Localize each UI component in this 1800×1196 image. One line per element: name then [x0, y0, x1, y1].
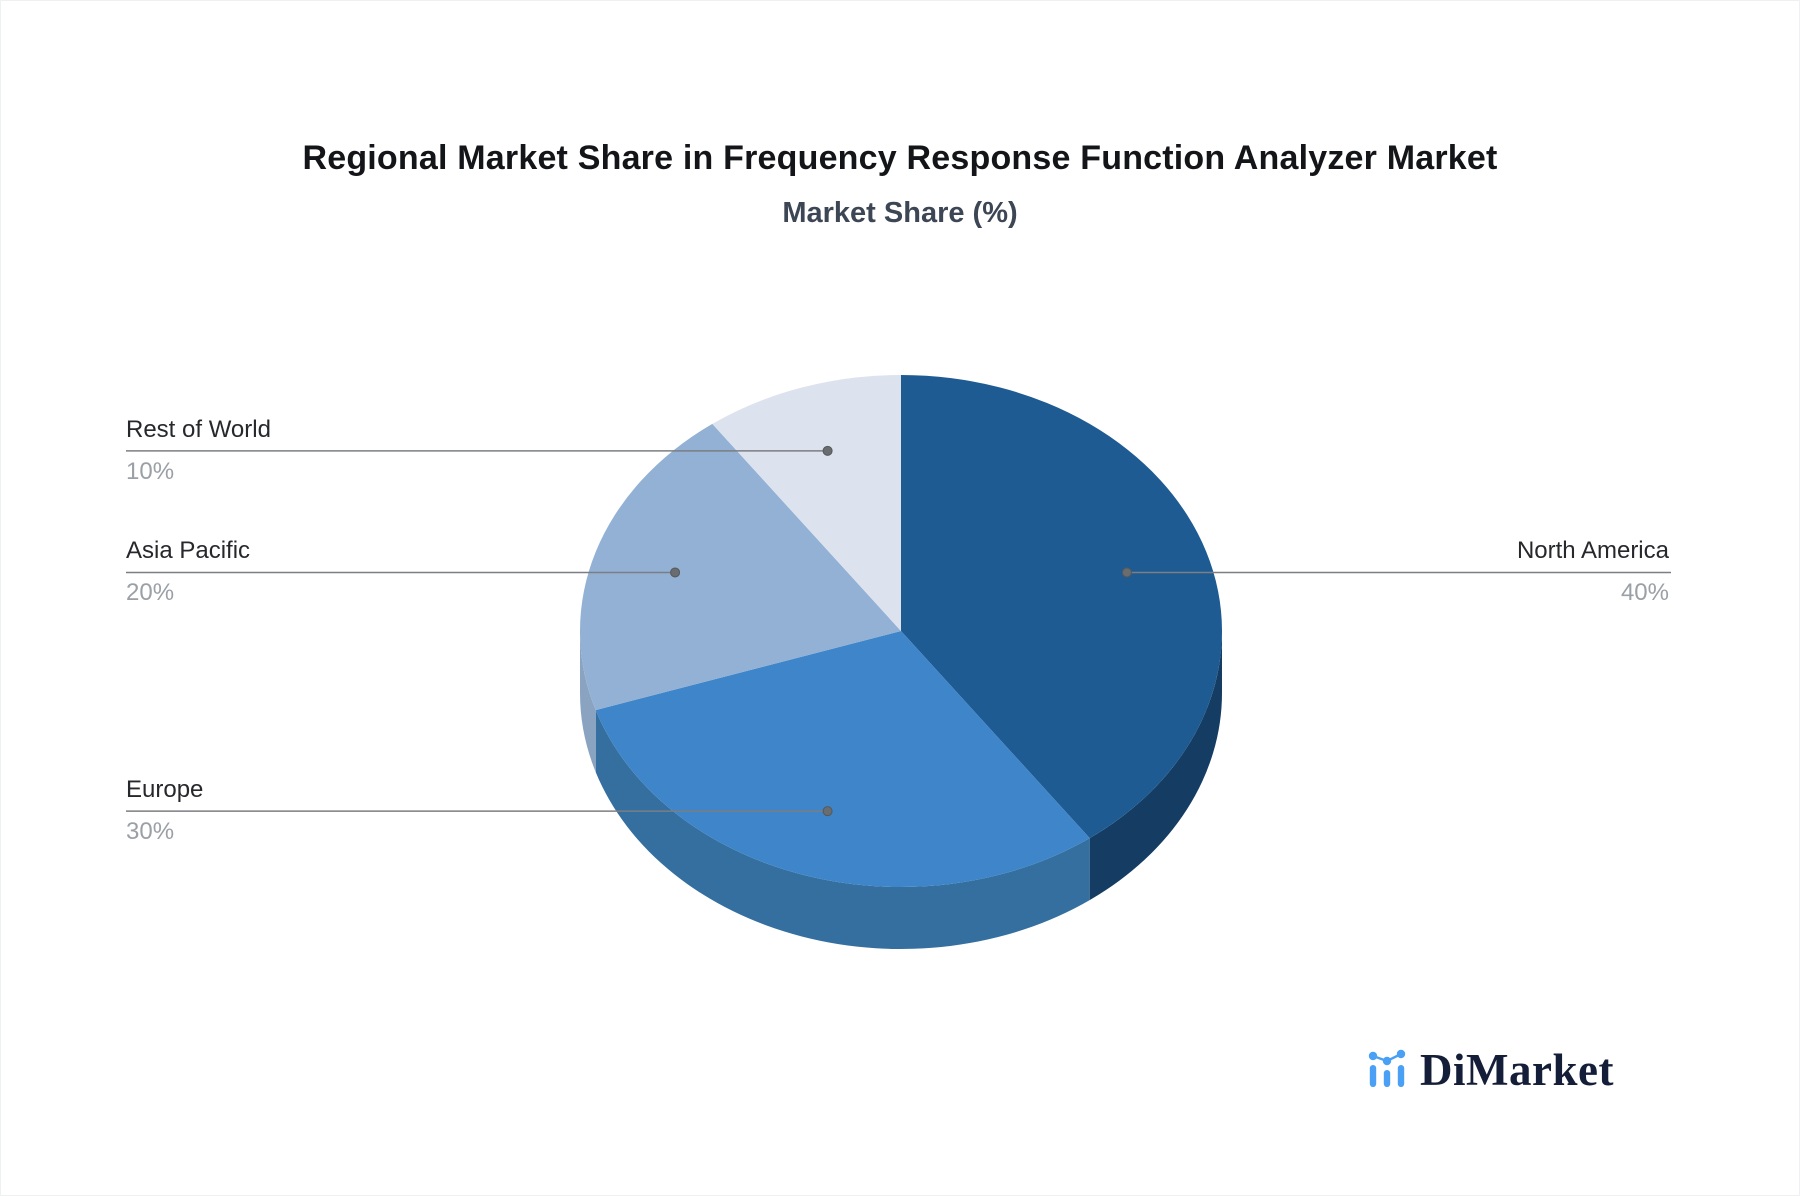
pie-slice-rest-of-world[interactable]: [712, 375, 901, 631]
callout-label: Rest of World: [126, 415, 271, 443]
logo-bar-chart-icon: [1368, 1049, 1406, 1087]
leader-dot-europe: [822, 806, 833, 817]
callout-value: 40%: [1620, 579, 1669, 607]
chart-title: Regional Market Share in Frequency Respo…: [302, 139, 1498, 177]
callout-label: North America: [1516, 537, 1669, 565]
callout-value: 10%: [126, 457, 175, 485]
pie-callout-north-america: North America 40%: [1517, 536, 1669, 607]
brand-logo-text: DiMarket: [1420, 1045, 1614, 1095]
callout-label: Asia Pacific: [126, 537, 251, 565]
leader-dot-north-america: [1121, 567, 1132, 578]
brand-logo: DiMarket: [1367, 1041, 1614, 1099]
pie-slice-north-america[interactable]: [901, 375, 1223, 839]
pie-slice-asia-pacific[interactable]: [579, 423, 901, 711]
callout-value: 20%: [126, 579, 175, 607]
pie-callout-europe: Europe 30%: [126, 775, 203, 846]
pie-callout-rest-of-world: Rest of World 10%: [126, 415, 271, 486]
pie-slice-europe[interactable]: [595, 631, 1090, 888]
chart-subtitle: Market Share (%): [782, 197, 1018, 229]
pie-callout-asia-pacific: Asia Pacific 20%: [126, 536, 250, 607]
leader-dot-rest-of-world: [822, 445, 833, 456]
leader-dot-asia-pacific: [670, 567, 681, 578]
pie-slice-side-europe: [595, 710, 1090, 950]
callout-value: 30%: [126, 818, 175, 846]
pie-slice-side-north-america: [1089, 631, 1222, 901]
pie-slice-side-asia-pacific: [580, 631, 596, 773]
callout-label: Europe: [126, 776, 204, 804]
